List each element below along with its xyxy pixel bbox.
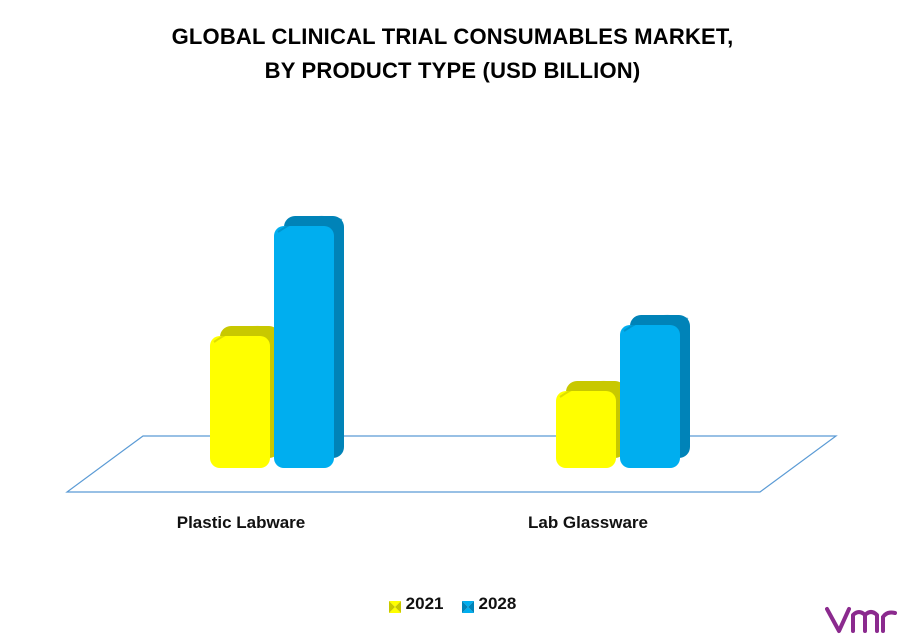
legend-swatch-2028 <box>461 598 474 613</box>
chart-title-line2: BY PRODUCT TYPE (USD BILLION) <box>264 58 641 83</box>
legend-item-2021: 2021 <box>388 594 444 614</box>
chart-floor <box>65 435 838 493</box>
legend-swatch-2021 <box>388 598 401 613</box>
bar-plastic-labware-2028 <box>274 215 344 468</box>
legend-label-2028: 2028 <box>478 594 517 613</box>
bar-plastic-labware-2021 <box>210 325 280 468</box>
legend-label-2021: 2021 <box>405 594 444 613</box>
legend-item-2028: 2028 <box>461 594 517 614</box>
chart-title: GLOBAL CLINICAL TRIAL CONSUMABLES MARKET… <box>0 20 905 88</box>
category-label-plastic-labware: Plastic Labware <box>177 513 306 532</box>
bars-layer <box>210 215 690 468</box>
vmr-logo <box>825 607 897 633</box>
legend: 2021 2028 <box>0 594 905 614</box>
chart-title-line1: GLOBAL CLINICAL TRIAL CONSUMABLES MARKET… <box>171 24 734 49</box>
category-labels: Plastic Labware Lab Glassware <box>177 513 648 532</box>
bar-lab-glassware-2028 <box>620 314 690 468</box>
bar-lab-glassware-2021 <box>556 380 626 468</box>
category-label-lab-glassware: Lab Glassware <box>528 513 648 532</box>
